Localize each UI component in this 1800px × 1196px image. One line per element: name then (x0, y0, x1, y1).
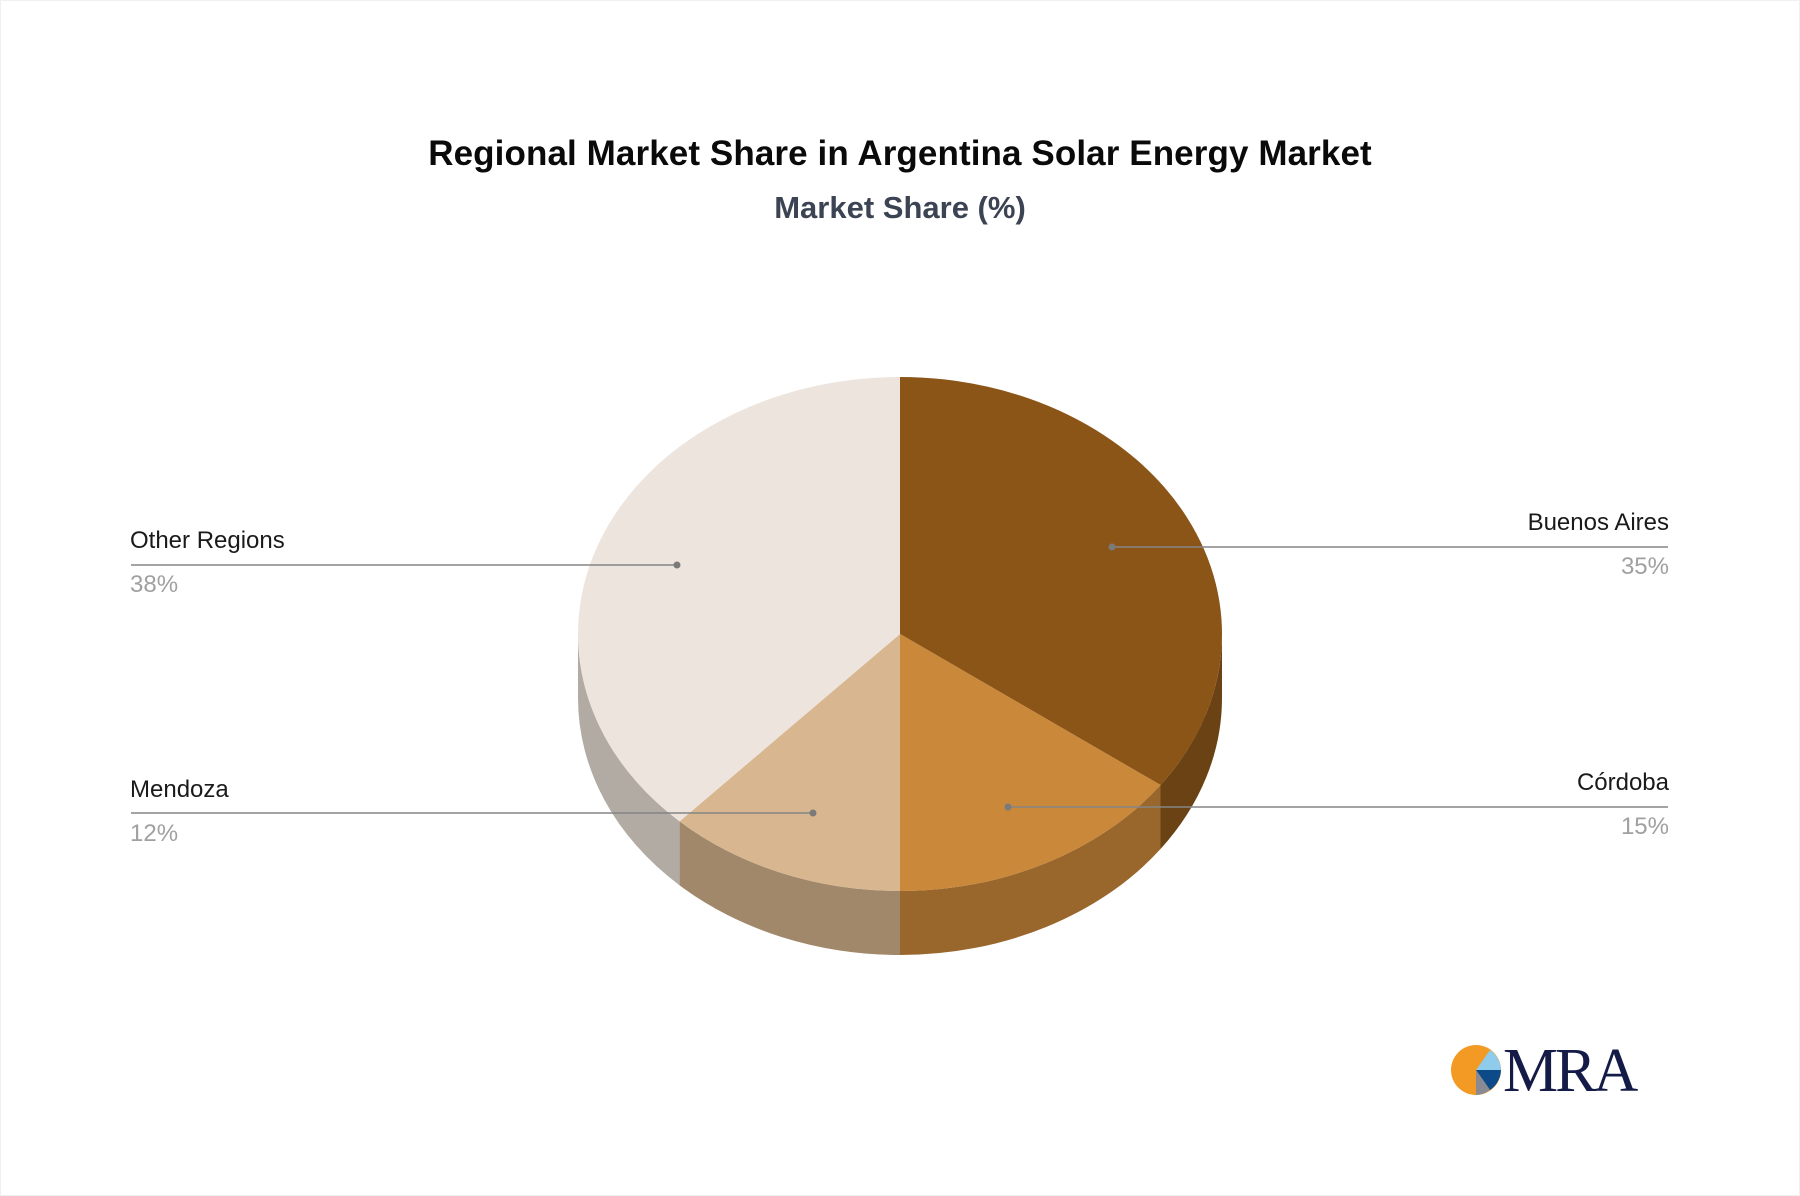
logo-pie-icon (1451, 1045, 1501, 1095)
slice-side-mendoza (679, 821, 900, 955)
label-mendoza: Mendoza (130, 776, 229, 803)
logo-text: MRA (1503, 1037, 1638, 1105)
slice-córdoba[interactable] (900, 634, 1161, 891)
slice-side-other-regions (578, 634, 680, 886)
slice-other-regions[interactable] (578, 377, 900, 822)
label-buenos-aires: Buenos Aires (1527, 509, 1669, 536)
chart-title: Regional Market Share in Argentina Solar… (428, 134, 1372, 173)
slice-buenos-aires[interactable] (900, 377, 1222, 786)
value-buenos-aires: 35% (1620, 553, 1669, 580)
value-mendoza: 12% (130, 820, 179, 847)
slice-mendoza[interactable] (679, 634, 900, 891)
leader-dot (673, 561, 681, 569)
leader-dot (1108, 543, 1116, 551)
chart-subtitle: Market Share (%) (774, 190, 1026, 225)
label-cordoba: Córdoba (1576, 769, 1669, 796)
leader-dot (809, 809, 817, 817)
leader-dot (1004, 803, 1012, 811)
value-other-regions: 38% (130, 571, 179, 598)
mra-logo: MRA (1450, 1037, 1640, 1105)
label-other-regions: Other Regions (130, 527, 285, 554)
slice-side-córdoba (900, 785, 1161, 955)
slice-side-buenos-aires (1160, 634, 1222, 850)
value-cordoba: 15% (1620, 813, 1669, 840)
